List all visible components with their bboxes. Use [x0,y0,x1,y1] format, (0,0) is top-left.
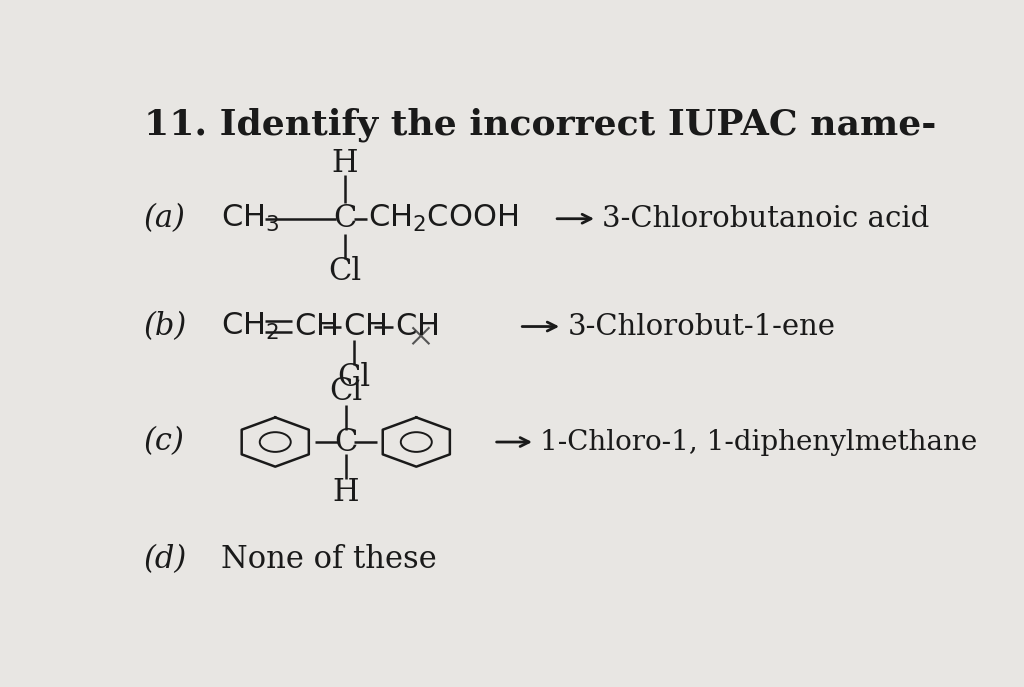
Text: C: C [334,427,357,458]
Text: $\mathrm{CH_2}$: $\mathrm{CH_2}$ [221,311,279,342]
Text: (a): (a) [143,203,185,234]
Text: Cl: Cl [329,256,361,286]
Text: H: H [332,148,358,179]
Text: 11. Identify the incorrect IUPAC name-: 11. Identify the incorrect IUPAC name- [143,107,936,142]
Text: C: C [334,203,356,234]
Text: (c): (c) [143,427,184,458]
Text: 3-Chlorobutanoic acid: 3-Chlorobutanoic acid [602,205,930,233]
Text: None of these: None of these [221,543,437,574]
Text: (d): (d) [143,543,186,574]
Text: Cl: Cl [329,376,362,407]
Text: $\mathrm{CH_2COOH}$: $\mathrm{CH_2COOH}$ [369,203,518,234]
Text: H: H [333,477,359,508]
Text: $\mathrm{CH}$: $\mathrm{CH}$ [294,311,337,342]
Text: 1-Chloro-1, 1-diphenylmethane: 1-Chloro-1, 1-diphenylmethane [541,429,978,455]
Text: $\mathrm{CH_3}$: $\mathrm{CH_3}$ [221,203,280,234]
Text: $\mathrm{CH}$: $\mathrm{CH}$ [394,311,438,342]
Text: (b): (b) [143,311,186,342]
Text: 3-Chlorobut-1-ene: 3-Chlorobut-1-ene [567,313,836,341]
Text: $\mathrm{CH}$: $\mathrm{CH}$ [343,311,386,342]
Text: Cl: Cl [338,362,371,393]
